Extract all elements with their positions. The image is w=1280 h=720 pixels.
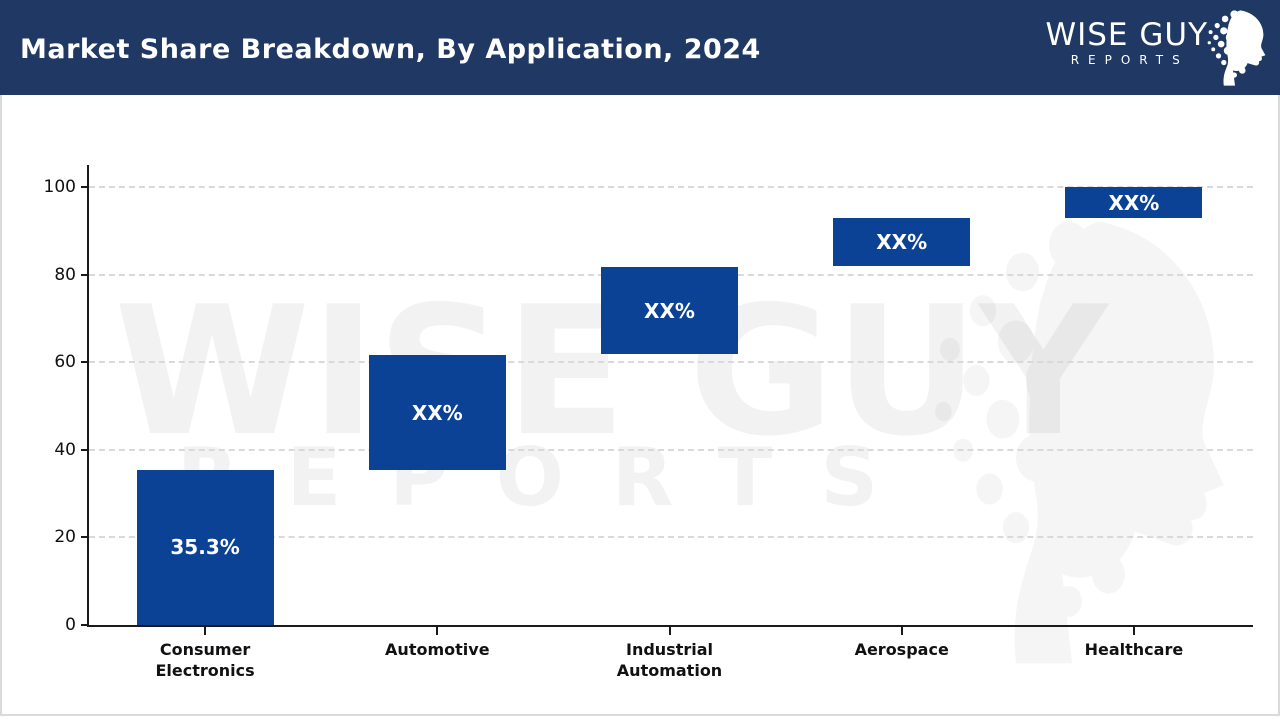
wise-guy-reports-logo: WISE GUY REPORTS — [1020, 8, 1270, 90]
logo-wordmark: WISE GUY — [1045, 17, 1208, 53]
header-bar: Market Share Breakdown, By Application, … — [0, 0, 1280, 95]
logo-text: WISE GUY REPORTS — [1045, 18, 1208, 67]
watermark-face-icon — [935, 221, 1224, 664]
dotted-face-icon — [1207, 10, 1266, 86]
logo-subtitle: REPORTS — [1070, 53, 1189, 68]
page-title: Market Share Breakdown, By Application, … — [20, 34, 761, 65]
watermark-subtitle: REPORTS — [177, 431, 927, 524]
chart-canvas: WISE GUY REPORTS — [0, 95, 1280, 716]
